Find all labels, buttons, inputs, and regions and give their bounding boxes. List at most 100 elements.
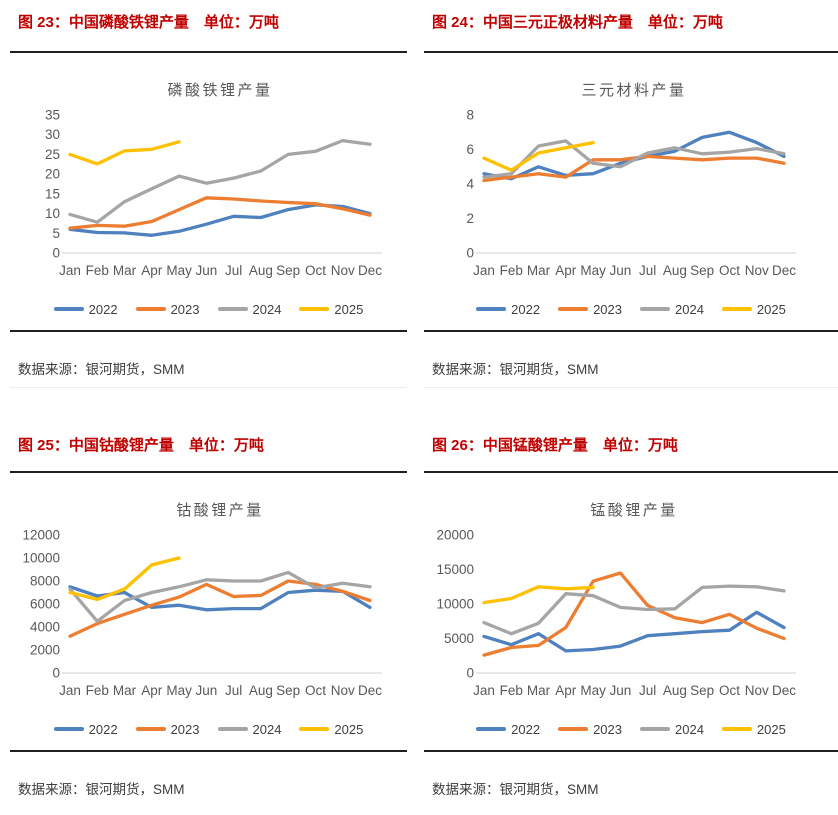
legend-label: 2025 [334, 721, 364, 737]
legend-swatch [476, 307, 507, 311]
legend-swatch [53, 727, 84, 731]
legend-label: 2023 [170, 301, 200, 317]
legend-label: 2022 [88, 301, 118, 317]
x-tick-label: Jun [609, 263, 631, 278]
legend-label: 2025 [756, 721, 786, 737]
x-tick-label: May [166, 263, 192, 278]
chart-box: 钴酸锂产量 0 2000 4000 6000 8000 10000 12000 Jan Feb Ma… [10, 471, 407, 752]
x-tick-label: Jan [473, 263, 495, 278]
x-tick-label: Jul [225, 263, 242, 278]
y-tick-label: 0 [52, 246, 60, 261]
y-tick-label: 30 [45, 127, 60, 142]
y-tick-label: 2000 [30, 643, 60, 658]
x-tick-label: Dec [772, 683, 796, 698]
x-tick-label: Mar [113, 263, 137, 278]
legend-item-2022: 2022 [476, 722, 540, 737]
series-line-2024 [68, 570, 372, 623]
x-tick-label: Jan [59, 683, 81, 698]
figure-block-24: 图 24：中国三元正极材料产量 单位：万吨 三元材料产量 0 2 4 6 8 Jan Feb M… [424, 0, 838, 388]
legend-swatch [53, 307, 84, 311]
legend-item-2025: 2025 [299, 722, 363, 737]
chart-box: 三元材料产量 0 2 4 6 8 Jan Feb Mar Apr May Jun Jul Aug Sep Oc… [424, 51, 838, 332]
legend-label: 2025 [334, 301, 364, 317]
legend-swatch [640, 307, 670, 311]
legend-swatch [558, 307, 589, 311]
legend-item-2023: 2023 [558, 302, 622, 317]
x-tick-label: Dec [772, 263, 796, 278]
legend-swatch [721, 727, 752, 731]
x-tick-label: Jan [473, 683, 495, 698]
x-tick-label: Aug [249, 263, 273, 278]
legend-item-2025: 2025 [721, 721, 786, 737]
legend-label: 2022 [511, 721, 541, 737]
y-tick-label: 10000 [436, 597, 474, 612]
y-tick-label: 8000 [30, 574, 60, 589]
series-line-2022 [482, 610, 786, 653]
x-tick-label: Aug [663, 683, 687, 698]
chart-canvas: 磷酸铁锂产量 0 5 10 15 20 25 30 35 Jan Feb Mar Apr May Jun Ju… [45, 82, 382, 278]
figure-caption: 图 25：中国钴酸锂产量 单位：万吨 [18, 437, 264, 454]
series-line-2023 [68, 196, 372, 230]
legend-label: 2024 [675, 721, 704, 737]
x-tick-label: Sep [690, 263, 714, 278]
x-tick-label: Feb [500, 683, 523, 698]
legend-item-2022: 2022 [53, 721, 118, 737]
x-tick-label: Nov [331, 683, 355, 698]
legend-swatch [217, 727, 248, 731]
series-line-2024 [68, 138, 372, 224]
figure-block-25: 图 25：中国钴酸锂产量 单位：万吨 钴酸锂产量 0 2000 4000 6000 800… [10, 388, 407, 807]
y-tick-label: 25 [45, 147, 60, 162]
chart-canvas: 三元材料产量 0 2 4 6 8 Jan Feb Mar Apr May Jun Jul Aug Sep Oc… [466, 82, 796, 278]
y-tick-label: 8 [466, 108, 474, 123]
y-tick-label: 5000 [444, 631, 474, 646]
x-tick-label: Oct [305, 683, 326, 698]
chart-area: 三元材料产量 0 2 4 6 8 Jan Feb Mar Apr May Jun Jul Aug Sep Oc… [424, 53, 838, 294]
x-tick-label: Nov [745, 683, 769, 698]
legend-label: 2022 [88, 721, 118, 737]
data-source-note: 数据来源：银河期货，SMM [18, 782, 185, 797]
legend-label: 2024 [675, 301, 704, 317]
chart-title: 锰酸锂产量 [590, 502, 678, 519]
legend-item-2024: 2024 [217, 722, 281, 737]
x-tick-label: Sep [276, 683, 300, 698]
chart-legend: 2022 2023 2024 2025 [10, 719, 407, 739]
x-tick-label: Oct [719, 263, 740, 278]
y-tick-label: 5 [52, 226, 60, 241]
chart-title: 三元材料产量 [581, 82, 686, 99]
y-tick-label: 15000 [436, 562, 474, 577]
figure-block-23: 图 23：中国磷酸铁锂产量 单位：万吨 磷酸铁锂产量 0 5 10 15 20 25 30 35… [10, 0, 407, 388]
legend-item-2025: 2025 [721, 301, 786, 317]
y-tick-label: 2 [466, 211, 474, 226]
series-line-2024 [482, 139, 786, 179]
x-tick-label: Nov [331, 263, 355, 278]
x-tick-label: Jul [639, 683, 656, 698]
legend-label: 2025 [756, 301, 786, 317]
figure-block-26: 图 26：中国锰酸锂产量 单位：万吨 锰酸锂产量 0 5000 10000 15000 2… [424, 388, 838, 807]
x-tick-label: Oct [305, 263, 326, 278]
chart-title: 磷酸铁锂产量 [167, 82, 272, 99]
x-tick-label: Dec [358, 263, 382, 278]
series-line-2025 [68, 556, 181, 602]
y-tick-label: 0 [466, 666, 474, 681]
y-tick-label: 12000 [22, 528, 60, 543]
legend-item-2024: 2024 [640, 722, 704, 737]
y-tick-label: 4000 [30, 620, 60, 635]
y-tick-label: 6000 [30, 597, 60, 612]
x-tick-label: Aug [249, 683, 273, 698]
x-tick-label: Nov [745, 263, 769, 278]
chart-canvas: 钴酸锂产量 0 2000 4000 6000 8000 10000 12000 Jan Feb Ma… [22, 502, 382, 698]
x-tick-label: Apr [555, 263, 577, 278]
legend-swatch [217, 307, 248, 311]
legend-swatch [558, 727, 589, 731]
legend-item-2022: 2022 [476, 302, 540, 317]
y-tick-label: 4 [466, 177, 474, 192]
chart-title: 钴酸锂产量 [176, 502, 264, 519]
legend-swatch [721, 307, 752, 311]
x-tick-label: Dec [358, 683, 382, 698]
chart-legend: 2022 2023 2024 2025 [424, 299, 838, 319]
legend-swatch [299, 727, 330, 731]
y-tick-label: 20 [45, 167, 60, 182]
series-line-2025 [482, 140, 595, 172]
